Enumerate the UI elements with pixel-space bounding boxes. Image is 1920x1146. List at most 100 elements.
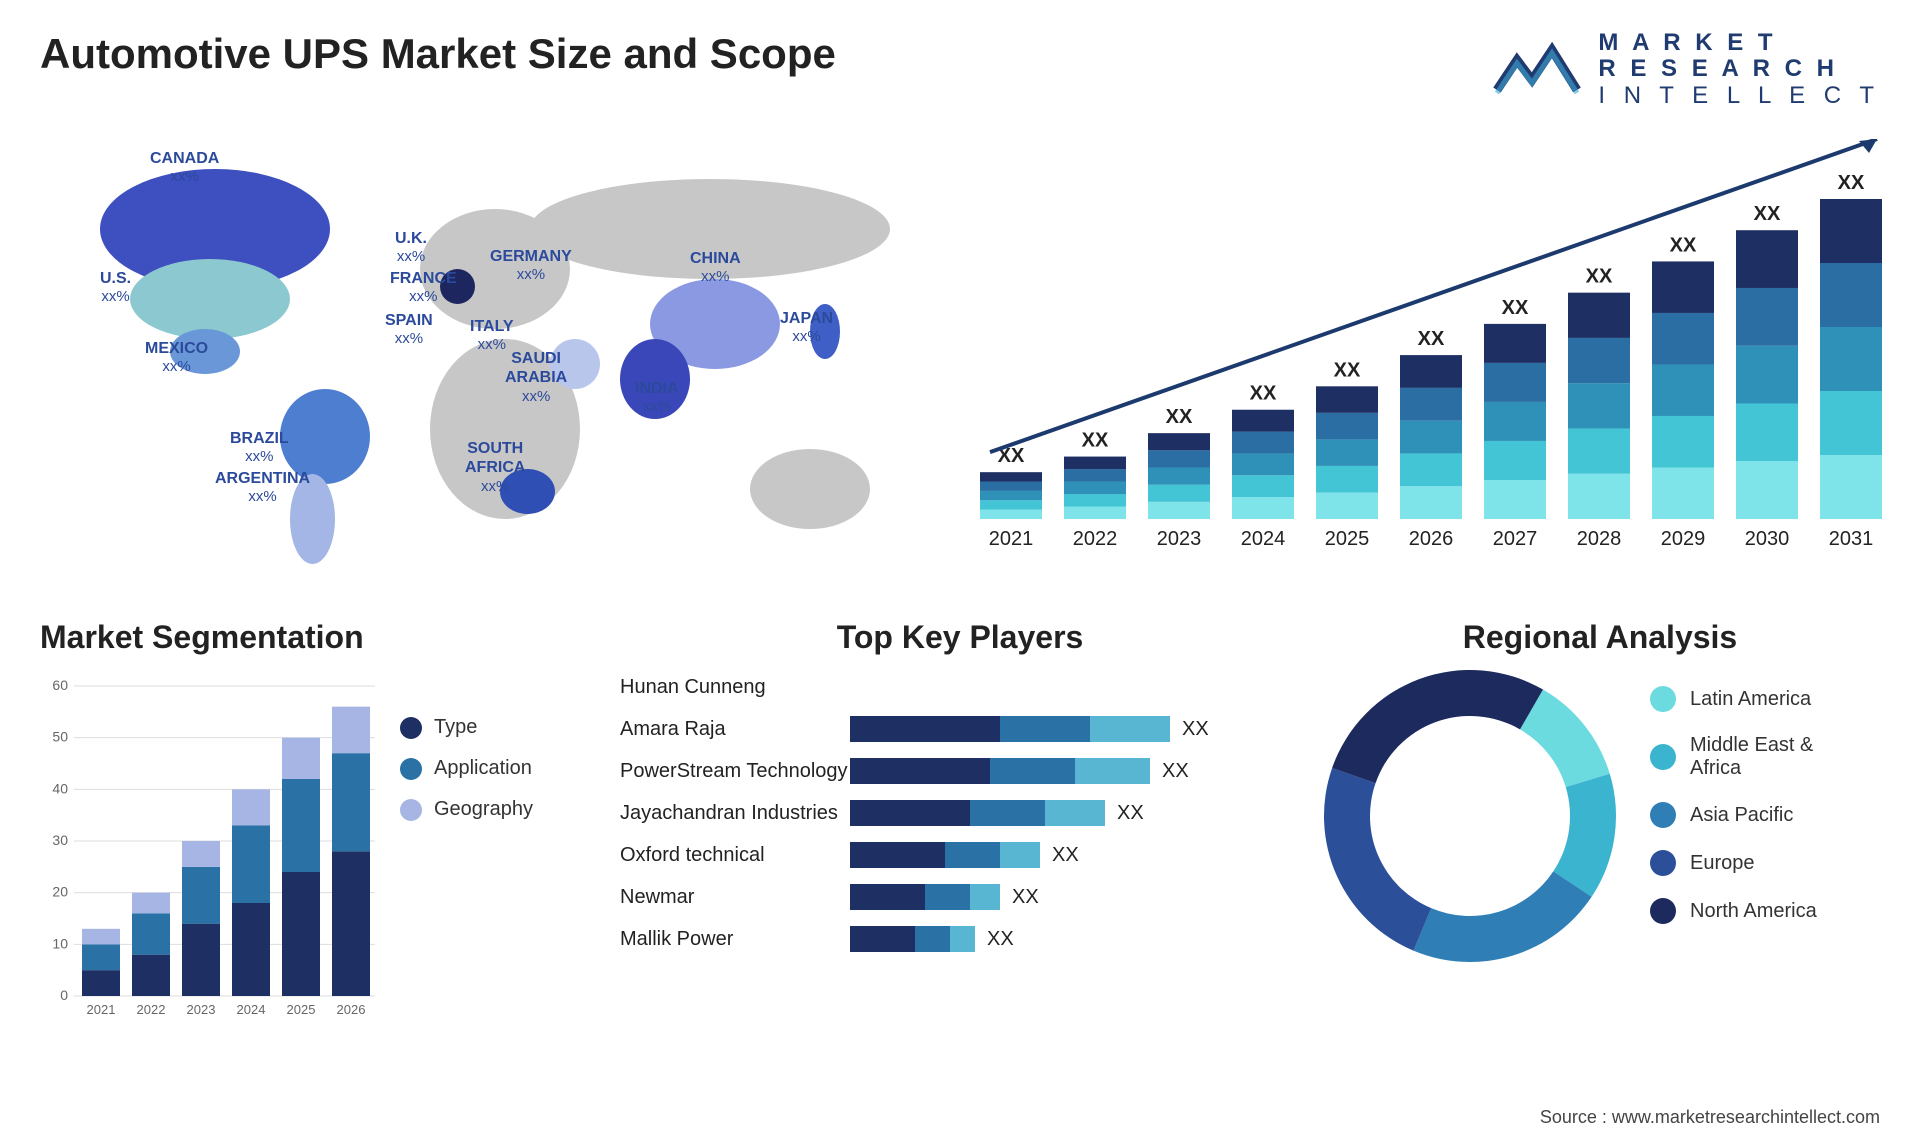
segmentation-panel: Market Segmentation 01020304050602021202… [40, 619, 600, 1059]
regional-legend-item: Asia Pacific [1650, 802, 1817, 828]
map-region-australia [750, 449, 870, 529]
seg-bar-seg [182, 867, 220, 924]
player-row: Oxford technicalXX [620, 834, 1300, 876]
growth-bar-label: XX [1754, 203, 1781, 225]
player-bar-seg [1045, 800, 1105, 826]
player-value: XX [1162, 760, 1189, 783]
seg-legend-label: Geography [434, 798, 533, 821]
seg-bar-seg [282, 738, 320, 779]
logo-line2: R E S E A R C H [1598, 56, 1880, 82]
seg-bar-seg [82, 929, 120, 945]
seg-legend-item: Type [400, 716, 533, 739]
seg-bar-seg [282, 779, 320, 872]
regional-legend-label: Europe [1690, 852, 1755, 875]
legend-swatch-icon [1650, 802, 1676, 828]
seg-legend-label: Type [434, 716, 477, 739]
growth-bar-seg [1652, 468, 1714, 520]
player-bar [850, 716, 1170, 742]
seg-bar-seg [332, 707, 370, 754]
growth-year-label: 2024 [1241, 528, 1286, 550]
player-value: XX [1012, 886, 1039, 909]
player-name: Amara Raja [620, 718, 850, 741]
map-label: INDIAxx% [635, 379, 679, 416]
seg-bar-seg [232, 903, 270, 996]
player-bar [850, 800, 1105, 826]
growth-bar-seg [1148, 468, 1210, 485]
growth-bar-seg [1316, 493, 1378, 520]
logo-mark-icon [1492, 35, 1582, 105]
growth-bar-seg [1064, 507, 1126, 519]
growth-bar-seg [1484, 324, 1546, 363]
player-bar-seg [1075, 758, 1150, 784]
growth-bar-seg [1148, 433, 1210, 450]
growth-bar-seg [1064, 494, 1126, 506]
brand-logo: M A R K E T R E S E A R C H I N T E L L … [1492, 30, 1880, 109]
growth-bar-seg [1568, 383, 1630, 428]
growth-bar-seg [980, 472, 1042, 481]
growth-bar-seg [1064, 482, 1126, 494]
legend-swatch-icon [400, 717, 422, 739]
growth-year-label: 2027 [1493, 528, 1538, 550]
growth-year-label: 2031 [1829, 528, 1874, 550]
growth-year-label: 2025 [1325, 528, 1370, 550]
seg-bar-seg [282, 872, 320, 996]
map-label: FRANCExx% [390, 269, 457, 306]
growth-bar-seg [1736, 288, 1798, 346]
regional-legend: Latin America Middle East &Africa Asia Pac… [1650, 686, 1817, 946]
growth-bar-seg [1064, 457, 1126, 469]
key-players-list: Hunan CunnengAmara RajaXXPowerStream Tec… [620, 666, 1300, 960]
regional-legend-item: Latin America [1650, 686, 1817, 712]
map-label: SAUDIARABIAxx% [505, 349, 567, 405]
player-bar-seg [850, 842, 945, 868]
seg-bar-seg [232, 790, 270, 826]
growth-bar-seg [1820, 199, 1882, 263]
growth-bar-label: XX [1082, 430, 1109, 452]
regional-legend-item: Europe [1650, 850, 1817, 876]
player-bar [850, 884, 1000, 910]
growth-bar-seg [1148, 502, 1210, 519]
map-label: MEXICOxx% [145, 339, 208, 376]
growth-year-label: 2029 [1661, 528, 1706, 550]
legend-swatch-icon [400, 758, 422, 780]
player-bar [850, 758, 1150, 784]
player-bar-seg [1000, 716, 1090, 742]
seg-bar-seg [182, 841, 220, 867]
seg-ytick: 20 [52, 884, 68, 900]
legend-swatch-icon [400, 799, 422, 821]
map-label: CANADAxx% [150, 149, 219, 186]
growth-bar-seg [1568, 338, 1630, 383]
growth-year-label: 2023 [1157, 528, 1202, 550]
map-label: U.K.xx% [395, 229, 427, 266]
growth-bar-seg [1232, 475, 1294, 497]
growth-bar-label: XX [1418, 328, 1445, 350]
player-value: XX [987, 928, 1014, 951]
map-label: U.S.xx% [100, 269, 131, 306]
legend-swatch-icon [1650, 744, 1676, 770]
regional-legend-label: Middle East &Africa [1690, 734, 1813, 780]
seg-year-label: 2026 [337, 1002, 366, 1017]
seg-bar-seg [132, 914, 170, 955]
regional-legend-item: Middle East &Africa [1650, 734, 1817, 780]
seg-legend-item: Geography [400, 798, 533, 821]
growth-bar-seg [1232, 410, 1294, 432]
donut-slice [1324, 768, 1431, 951]
seg-year-label: 2022 [137, 1002, 166, 1017]
growth-year-label: 2028 [1577, 528, 1622, 550]
growth-bar-seg [1484, 480, 1546, 519]
key-players-title: Top Key Players [620, 619, 1300, 656]
growth-bar-label: XX [1502, 297, 1529, 319]
player-bar-seg [925, 884, 970, 910]
growth-bar-seg [1148, 450, 1210, 467]
growth-bar-seg [1232, 497, 1294, 519]
growth-chart-panel: XX2021XX2022XX2023XX2024XX2025XX2026XX20… [960, 139, 1920, 599]
seg-year-label: 2025 [287, 1002, 316, 1017]
growth-bar-seg [1652, 416, 1714, 468]
seg-bar-seg [232, 826, 270, 904]
regional-title: Regional Analysis [1320, 619, 1880, 656]
seg-bar-seg [82, 970, 120, 996]
growth-bar-seg [1400, 421, 1462, 454]
map-label: SOUTHAFRICAxx% [465, 439, 525, 495]
growth-bar-label: XX [1586, 266, 1613, 288]
player-bar-seg [850, 758, 990, 784]
map-region-na-us [130, 259, 290, 339]
